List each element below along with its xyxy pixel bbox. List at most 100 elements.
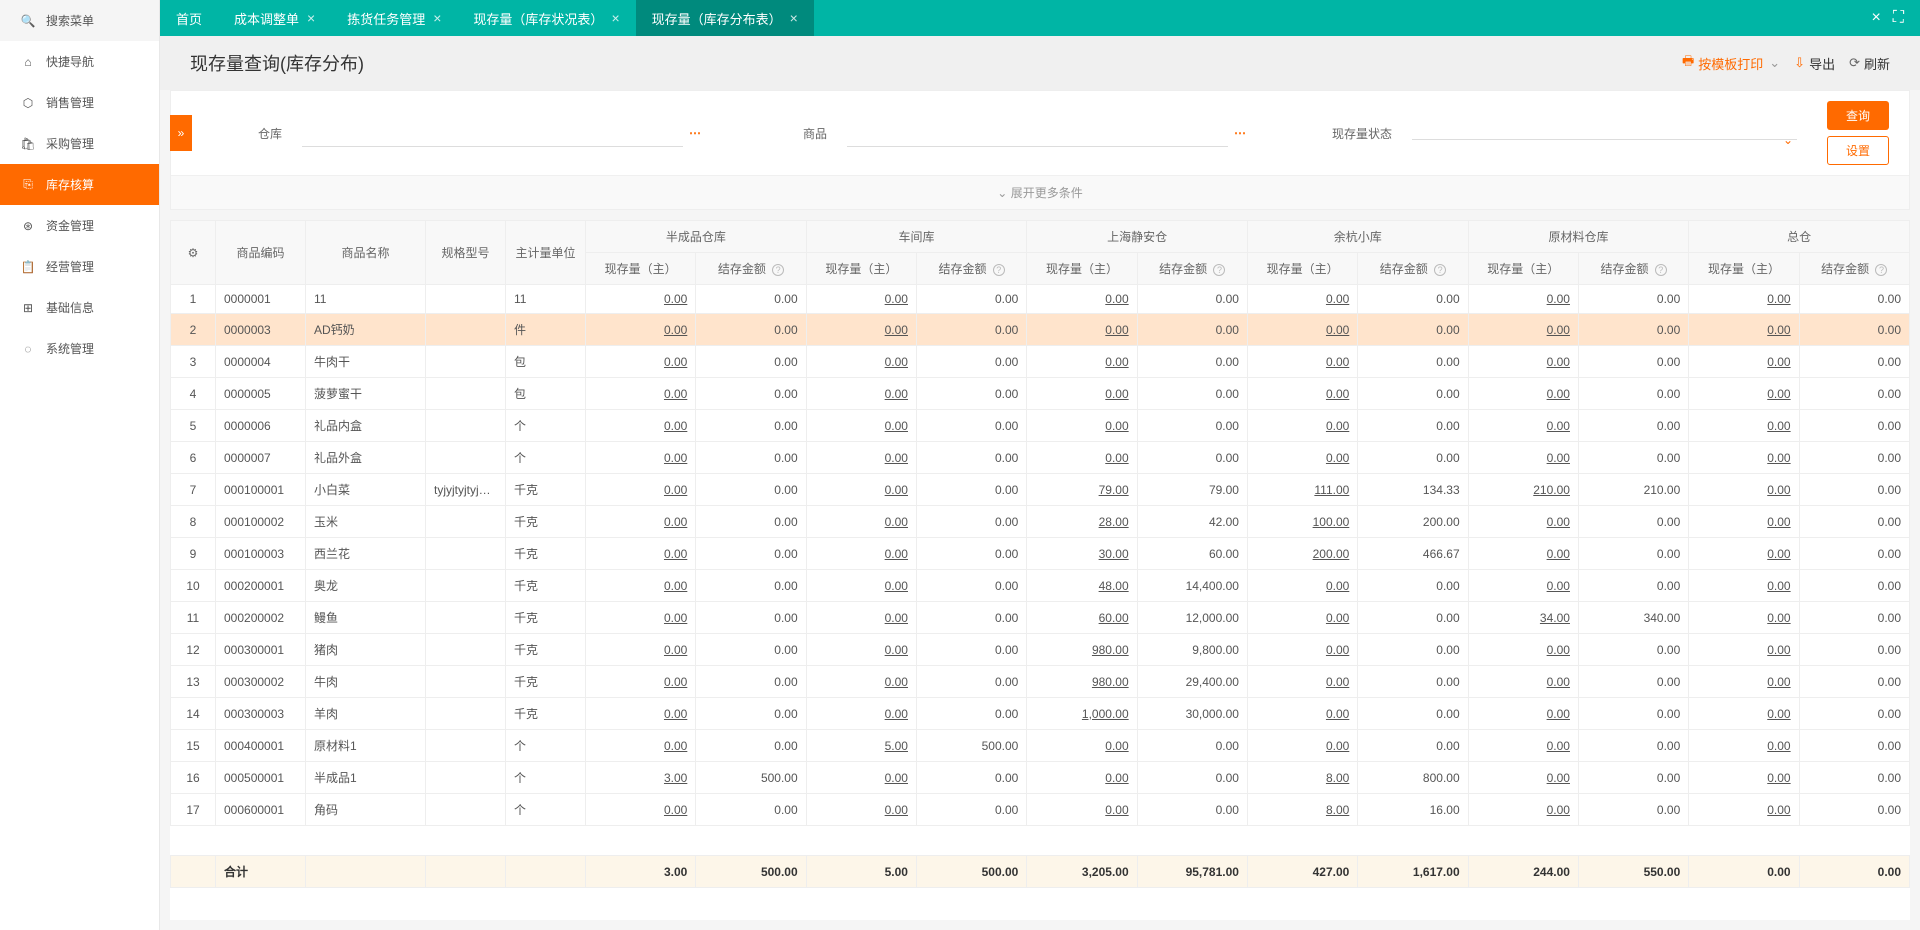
- cell-qty[interactable]: 0.00: [806, 634, 916, 666]
- cell-qty[interactable]: 3.00: [586, 762, 696, 794]
- close-all-icon[interactable]: ×: [1871, 9, 1880, 27]
- table-row[interactable]: 30000004牛肉干包0.000.000.000.000.000.000.00…: [171, 346, 1910, 378]
- cell-qty[interactable]: 8.00: [1247, 794, 1357, 826]
- warehouse-picker-icon[interactable]: ⋯: [683, 126, 707, 140]
- cell-qty[interactable]: 0.00: [586, 442, 696, 474]
- cell-qty[interactable]: 0.00: [806, 762, 916, 794]
- cell-qty[interactable]: 0.00: [806, 346, 916, 378]
- status-select[interactable]: ⌄: [1412, 127, 1797, 140]
- help-icon[interactable]: ?: [1655, 264, 1667, 276]
- help-icon[interactable]: ?: [1875, 264, 1887, 276]
- sidebar-item-ops-mgmt[interactable]: 📋经营管理: [0, 246, 159, 287]
- table-row[interactable]: 13000300002牛肉千克0.000.000.000.00980.0029,…: [171, 666, 1910, 698]
- cell-qty[interactable]: 0.00: [586, 474, 696, 506]
- cell-qty[interactable]: 0.00: [586, 666, 696, 698]
- table-row[interactable]: 15000400001原材料1个0.000.005.00500.000.000.…: [171, 730, 1910, 762]
- cell-qty[interactable]: 111.00: [1247, 474, 1357, 506]
- fullscreen-icon[interactable]: ⛶: [1893, 9, 1904, 27]
- cell-qty[interactable]: 0.00: [1689, 378, 1799, 410]
- cell-qty[interactable]: 0.00: [806, 602, 916, 634]
- cell-qty[interactable]: 5.00: [806, 730, 916, 762]
- cell-qty[interactable]: 60.00: [1027, 602, 1137, 634]
- cell-qty[interactable]: 0.00: [1247, 314, 1357, 346]
- table-row[interactable]: 9000100003西兰花千克0.000.000.000.0030.0060.0…: [171, 538, 1910, 570]
- cell-qty[interactable]: 0.00: [1689, 538, 1799, 570]
- cell-qty[interactable]: 0.00: [806, 666, 916, 698]
- cell-qty[interactable]: 0.00: [1468, 506, 1578, 538]
- cell-qty[interactable]: 0.00: [806, 314, 916, 346]
- cell-qty[interactable]: 0.00: [1247, 346, 1357, 378]
- cell-qty[interactable]: 34.00: [1468, 602, 1578, 634]
- cell-qty[interactable]: 1,000.00: [1027, 698, 1137, 730]
- export-button[interactable]: ⇩ 导出: [1794, 54, 1835, 73]
- cell-qty[interactable]: 0.00: [1468, 442, 1578, 474]
- tab[interactable]: 成本调整单×: [218, 0, 331, 36]
- cell-qty[interactable]: 980.00: [1027, 666, 1137, 698]
- cell-qty[interactable]: 0.00: [1468, 570, 1578, 602]
- cell-qty[interactable]: 0.00: [806, 474, 916, 506]
- cell-qty[interactable]: 0.00: [1468, 666, 1578, 698]
- product-input[interactable]: [847, 119, 1228, 147]
- close-icon[interactable]: ×: [307, 10, 315, 26]
- cell-qty[interactable]: 0.00: [586, 570, 696, 602]
- cell-qty[interactable]: 0.00: [1247, 602, 1357, 634]
- table-row[interactable]: 10000200001奥龙千克0.000.000.000.0048.0014,4…: [171, 570, 1910, 602]
- tab[interactable]: 拣货任务管理×: [331, 0, 457, 36]
- cell-qty[interactable]: 0.00: [1689, 474, 1799, 506]
- cell-qty[interactable]: 0.00: [1468, 285, 1578, 314]
- cell-qty[interactable]: 0.00: [586, 730, 696, 762]
- settings-button[interactable]: 设置: [1827, 136, 1889, 165]
- cell-qty[interactable]: 0.00: [586, 346, 696, 378]
- expand-more-button[interactable]: ⌄ 展开更多条件: [171, 175, 1909, 209]
- cell-qty[interactable]: 0.00: [586, 538, 696, 570]
- cell-qty[interactable]: 0.00: [1468, 538, 1578, 570]
- table-row[interactable]: 40000005菠萝蜜干包0.000.000.000.000.000.000.0…: [171, 378, 1910, 410]
- cell-qty[interactable]: 79.00: [1027, 474, 1137, 506]
- cell-qty[interactable]: 0.00: [1689, 698, 1799, 730]
- sidebar-item-fund-mgmt[interactable]: ⊛资金管理: [0, 205, 159, 246]
- cell-qty[interactable]: 0.00: [586, 314, 696, 346]
- cell-qty[interactable]: 0.00: [1027, 285, 1137, 314]
- cell-qty[interactable]: 0.00: [586, 698, 696, 730]
- cell-qty[interactable]: 0.00: [586, 285, 696, 314]
- cell-qty[interactable]: 0.00: [1247, 730, 1357, 762]
- product-picker-icon[interactable]: ⋯: [1228, 126, 1252, 140]
- table-row[interactable]: 16000500001半成品1个3.00500.000.000.000.000.…: [171, 762, 1910, 794]
- cell-qty[interactable]: 0.00: [1027, 314, 1137, 346]
- tab[interactable]: 现存量（库存状况表）×: [457, 0, 635, 36]
- table-row[interactable]: 1000000111110.000.000.000.000.000.000.00…: [171, 285, 1910, 314]
- cell-qty[interactable]: 0.00: [1027, 410, 1137, 442]
- cell-qty[interactable]: 0.00: [806, 285, 916, 314]
- cell-qty[interactable]: 48.00: [1027, 570, 1137, 602]
- cell-qty[interactable]: 0.00: [1468, 634, 1578, 666]
- cell-qty[interactable]: 30.00: [1027, 538, 1137, 570]
- cell-qty[interactable]: 0.00: [1247, 442, 1357, 474]
- cell-qty[interactable]: 0.00: [1689, 314, 1799, 346]
- close-icon[interactable]: ×: [611, 10, 619, 26]
- sidebar-item-search-menu[interactable]: 🔍搜索菜单: [0, 0, 159, 41]
- cell-qty[interactable]: 0.00: [806, 506, 916, 538]
- cell-qty[interactable]: 0.00: [586, 506, 696, 538]
- print-button[interactable]: 🖶 按模板打印 ⌄: [1682, 52, 1780, 74]
- cell-qty[interactable]: 0.00: [1027, 762, 1137, 794]
- cell-qty[interactable]: 0.00: [1247, 410, 1357, 442]
- table-row[interactable]: 50000006礼品内盒个0.000.000.000.000.000.000.0…: [171, 410, 1910, 442]
- cell-qty[interactable]: 0.00: [1468, 698, 1578, 730]
- cell-qty[interactable]: 0.00: [1247, 285, 1357, 314]
- cell-qty[interactable]: 0.00: [586, 794, 696, 826]
- cell-qty[interactable]: 0.00: [1689, 346, 1799, 378]
- cell-qty[interactable]: 0.00: [1689, 506, 1799, 538]
- table-row[interactable]: 11000200002鳗鱼千克0.000.000.000.0060.0012,0…: [171, 602, 1910, 634]
- table-row[interactable]: 12000300001猪肉千克0.000.000.000.00980.009,8…: [171, 634, 1910, 666]
- cell-qty[interactable]: 0.00: [1027, 730, 1137, 762]
- sidebar-item-inventory-calc[interactable]: ⎘库存核算: [0, 164, 159, 205]
- cell-qty[interactable]: 0.00: [806, 698, 916, 730]
- cell-qty[interactable]: 0.00: [1468, 314, 1578, 346]
- cell-qty[interactable]: 0.00: [586, 634, 696, 666]
- cell-qty[interactable]: 0.00: [1247, 634, 1357, 666]
- cell-qty[interactable]: 0.00: [806, 538, 916, 570]
- help-icon[interactable]: ?: [1434, 264, 1446, 276]
- help-icon[interactable]: ?: [772, 264, 784, 276]
- cell-qty[interactable]: 0.00: [1689, 285, 1799, 314]
- cell-qty[interactable]: 980.00: [1027, 634, 1137, 666]
